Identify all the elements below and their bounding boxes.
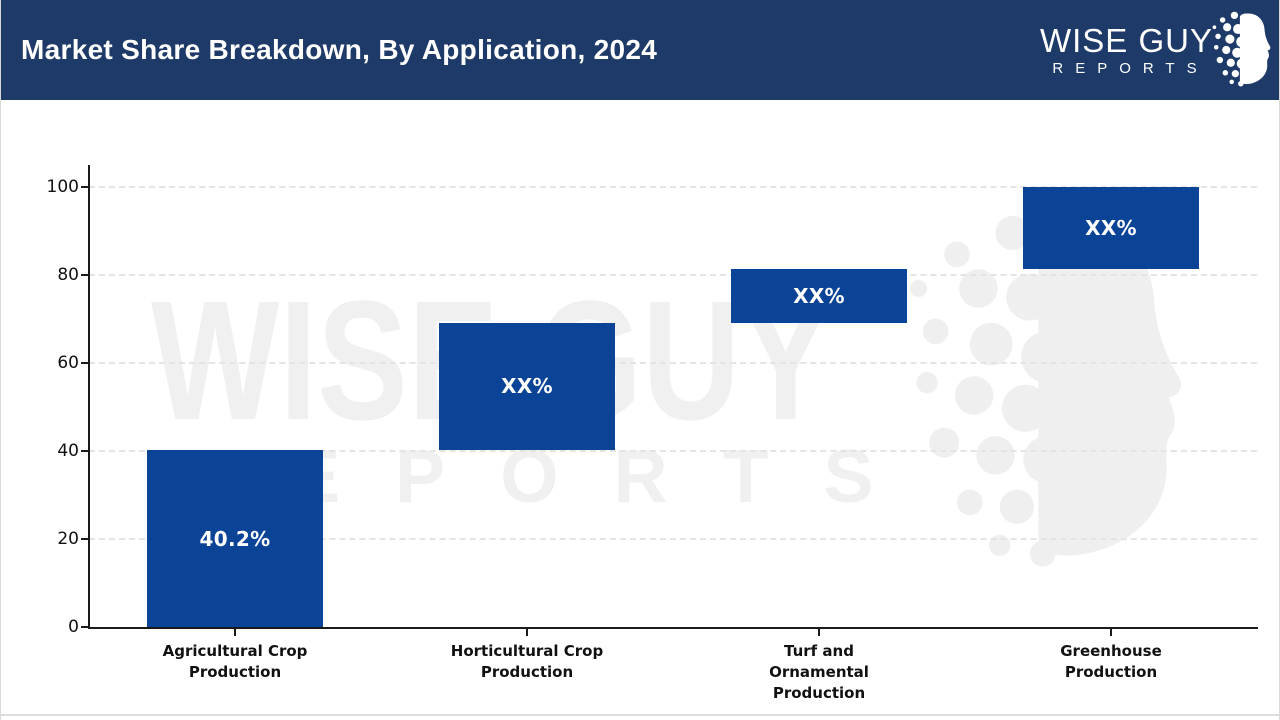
page-title: Market Share Breakdown, By Application, … bbox=[21, 34, 658, 65]
x-axis-spine bbox=[88, 627, 1258, 629]
x-category-label: Turf and Ornamental Production bbox=[709, 641, 929, 704]
y-tick-mark bbox=[81, 538, 89, 540]
gridline-40 bbox=[89, 450, 1257, 452]
brand-face-icon bbox=[1212, 11, 1271, 87]
y-tick-mark bbox=[81, 186, 89, 188]
x-category-label-line: Production bbox=[1064, 663, 1158, 681]
bar-value-label: XX% bbox=[793, 283, 845, 308]
bar-value-label: XX% bbox=[501, 374, 553, 399]
y-tick-label: 0 bbox=[68, 617, 79, 637]
y-tick-label: 20 bbox=[57, 529, 79, 549]
y-tick-mark bbox=[81, 362, 89, 364]
x-tick-mark bbox=[1110, 629, 1112, 636]
bottom-divider bbox=[1, 714, 1279, 716]
x-category-label: Agricultural Crop Production bbox=[125, 641, 345, 683]
x-category-label-line: Horticultural Crop bbox=[450, 642, 604, 660]
brand-logo-text: WISE GUY REPORTS bbox=[1040, 24, 1213, 76]
y-tick-mark bbox=[81, 450, 89, 452]
x-tick-mark bbox=[234, 629, 236, 636]
gridline-20 bbox=[89, 538, 1257, 540]
y-axis-spine bbox=[88, 165, 90, 629]
x-category-label-line: Agricultural Crop bbox=[162, 642, 308, 660]
x-category-label-line: Production bbox=[188, 663, 282, 681]
brand-logo: WISE GUY REPORTS bbox=[1040, 0, 1271, 100]
x-category-label: Greenhouse Production bbox=[1001, 641, 1221, 683]
y-tick-label: 100 bbox=[46, 177, 79, 197]
bar-segment: XX% bbox=[731, 269, 907, 323]
bar-value-label: 40.2% bbox=[199, 526, 271, 551]
x-category-label-line: Greenhouse bbox=[1060, 642, 1162, 660]
brand-wordmark: WISE GUY bbox=[1039, 22, 1213, 59]
y-tick-label: 40 bbox=[57, 441, 79, 461]
x-category-label-line: Ornamental bbox=[769, 663, 869, 681]
gridline-100 bbox=[89, 186, 1257, 188]
x-category-label: Horticultural Crop Production bbox=[417, 641, 637, 683]
x-category-label-line: Turf and bbox=[784, 642, 854, 660]
header-bar: Market Share Breakdown, By Application, … bbox=[1, 0, 1279, 100]
y-tick-mark bbox=[81, 626, 89, 628]
bar-value-label: XX% bbox=[1085, 216, 1137, 241]
x-tick-mark bbox=[818, 629, 820, 636]
gridline-60 bbox=[89, 362, 1257, 364]
y-tick-label: 80 bbox=[57, 265, 79, 285]
brand-sub-wordmark: REPORTS bbox=[1052, 60, 1209, 77]
x-tick-mark bbox=[526, 629, 528, 636]
y-tick-mark bbox=[81, 274, 89, 276]
y-tick-label: 60 bbox=[57, 353, 79, 373]
bar-segment: XX% bbox=[439, 322, 615, 451]
bar-segment: XX% bbox=[1023, 187, 1199, 270]
x-category-label-line: Production bbox=[772, 684, 866, 702]
bar-segment: 40.2% bbox=[147, 450, 323, 627]
gridline-80 bbox=[89, 274, 1257, 276]
x-category-label-line: Production bbox=[480, 663, 574, 681]
